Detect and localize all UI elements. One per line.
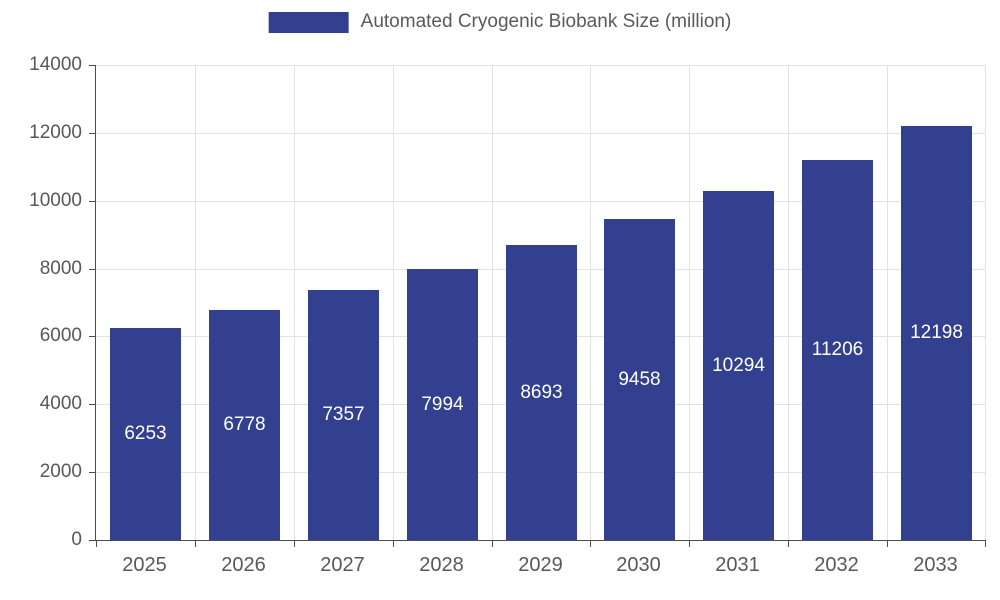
y-tick-label: 14000 <box>29 54 82 75</box>
bar <box>209 310 280 540</box>
gridline-vertical <box>590 65 591 540</box>
x-tick-label: 2027 <box>320 554 365 576</box>
gridline-horizontal <box>96 133 986 134</box>
y-axis-tick-mark <box>89 201 96 202</box>
y-axis-tick-mark <box>89 133 96 134</box>
y-tick-label: 12000 <box>29 122 82 143</box>
y-axis-tick-mark <box>89 540 96 541</box>
gridline-vertical <box>492 65 493 540</box>
legend-item[interactable]: Automated Cryogenic Biobank Size (millio… <box>268 11 732 33</box>
bar-value-label: 6253 <box>124 423 167 444</box>
bar <box>901 126 972 540</box>
y-tick-label: 2000 <box>39 461 82 482</box>
legend-swatch <box>268 11 349 33</box>
y-tick-label: 4000 <box>39 393 82 414</box>
gridline-vertical <box>689 65 690 540</box>
x-axis-tick-mark <box>96 540 97 547</box>
y-axis-tick-mark <box>89 269 96 270</box>
y-axis-tick-mark <box>89 65 96 66</box>
x-tick-label: 2029 <box>518 554 563 576</box>
gridline-vertical <box>985 65 986 540</box>
y-tick-label: 0 <box>71 529 82 550</box>
y-axis-tick-mark <box>89 472 96 473</box>
gridline-horizontal <box>96 65 986 66</box>
x-axis-tick-mark <box>294 540 295 547</box>
x-tick-label: 2025 <box>122 554 167 576</box>
gridline-vertical <box>393 65 394 540</box>
bar-value-label: 9458 <box>618 369 661 390</box>
x-tick-label: 2031 <box>715 554 760 576</box>
legend-label: Automated Cryogenic Biobank Size (millio… <box>360 11 732 32</box>
bar-value-label: 10294 <box>712 355 765 376</box>
bar-value-label: 11206 <box>811 339 864 360</box>
y-tick-label: 8000 <box>39 258 82 279</box>
gridline-vertical <box>294 65 295 540</box>
y-tick-label: 10000 <box>29 190 82 211</box>
x-axis-tick-mark <box>887 540 888 547</box>
x-axis-tick-mark <box>492 540 493 547</box>
x-axis-tick-mark <box>393 540 394 547</box>
bar-value-label: 7357 <box>322 404 365 425</box>
x-tick-label: 2032 <box>814 554 859 576</box>
gridline-vertical <box>195 65 196 540</box>
x-tick-label: 2033 <box>913 554 958 576</box>
x-axis-tick-mark <box>590 540 591 547</box>
bar <box>802 160 873 540</box>
x-tick-label: 2028 <box>419 554 464 576</box>
bar-value-label: 8693 <box>520 382 563 403</box>
y-axis-tick-mark <box>89 336 96 337</box>
bar <box>308 290 379 540</box>
bar <box>110 328 181 540</box>
y-axis-tick-mark <box>89 404 96 405</box>
y-tick-label: 6000 <box>39 325 82 346</box>
gridline-vertical <box>788 65 789 540</box>
bar <box>604 219 675 540</box>
x-axis-tick-mark <box>195 540 196 547</box>
x-axis-tick-mark <box>985 540 986 547</box>
gridline-horizontal <box>96 201 986 202</box>
bar-value-label: 7994 <box>421 394 464 415</box>
bar <box>407 269 478 540</box>
bar <box>703 191 774 540</box>
x-tick-label: 2030 <box>616 554 661 576</box>
x-tick-label: 2026 <box>221 554 266 576</box>
x-axis-tick-mark <box>689 540 690 547</box>
gridline-vertical <box>887 65 888 540</box>
bar-value-label: 6778 <box>223 414 266 435</box>
plot-area: 6253 6778 7357 7994 8693 9458 10294 11206 12198 <box>89 65 986 547</box>
bar <box>506 245 577 540</box>
x-axis-tick-mark <box>788 540 789 547</box>
bar-value-label: 12198 <box>910 322 963 343</box>
